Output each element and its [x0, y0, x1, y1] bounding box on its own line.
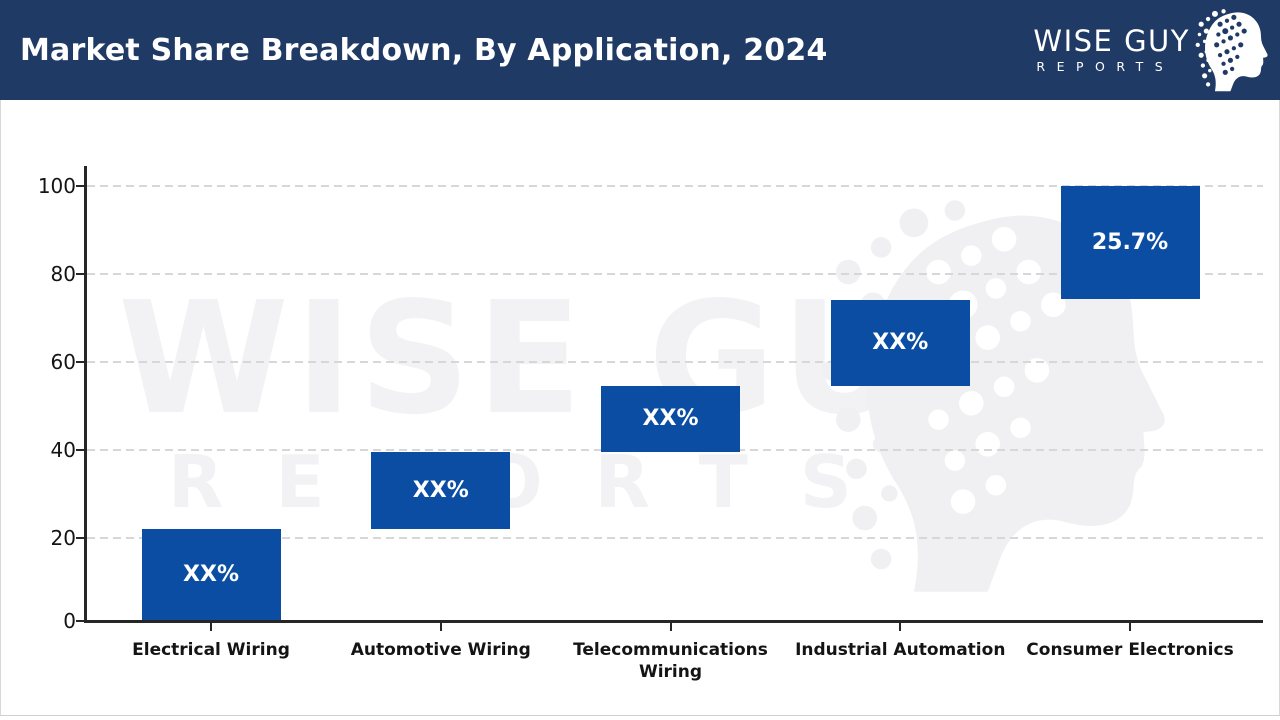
x-axis-category-label: Electrical Wiring	[132, 640, 290, 660]
x-axis-line	[84, 620, 1263, 623]
logo-text: WISE GUY REPORTS	[1033, 23, 1190, 75]
x-axis-tick-mark	[669, 622, 672, 631]
y-axis-tick-label: 20	[50, 525, 76, 550]
x-axis-category-label: Telecommunications Wiring	[573, 640, 768, 683]
logo-subtitle: REPORTS	[1036, 59, 1175, 75]
x-axis-category-label: Consumer Electronics	[1026, 640, 1234, 660]
bar: XX%	[601, 385, 740, 452]
bar-value-label: XX%	[642, 406, 699, 432]
x-axis-tick-mark	[1129, 622, 1131, 631]
y-gridline	[87, 184, 1263, 187]
dotted-head-profile-icon	[1195, 9, 1268, 92]
x-axis-category-label: Automotive Wiring	[350, 640, 531, 660]
x-axis-tick-mark	[439, 622, 442, 631]
x-axis-category-label: Industrial Automation	[795, 640, 1006, 660]
y-axis-tick-mark	[76, 272, 84, 275]
y-axis-tick-label: 80	[50, 261, 76, 286]
y-axis-line	[84, 166, 87, 623]
x-axis-tick-mark	[210, 622, 212, 631]
bar-value-label: 25.7%	[1091, 229, 1169, 255]
bar: XX%	[141, 528, 281, 621]
bar: 25.7%	[1060, 185, 1200, 299]
y-axis-tick-label: 100	[37, 173, 76, 198]
y-axis-tick-mark	[76, 620, 84, 622]
y-axis-tick-mark	[76, 184, 84, 187]
bar: XX%	[830, 299, 970, 386]
y-axis-tick-mark	[76, 536, 84, 539]
y-axis-tick-mark	[76, 360, 84, 363]
logo-wordmark: WISE GUY	[1033, 23, 1190, 58]
y-gridline	[87, 360, 1263, 363]
bar: XX%	[371, 451, 511, 529]
x-axis-tick-mark	[899, 622, 902, 631]
wise-guy-reports-logo: WISE GUY REPORTS	[1033, 0, 1274, 100]
chart-title: Market Share Breakdown, By Application, …	[20, 32, 828, 68]
bar-value-label: XX%	[412, 477, 469, 503]
y-axis-tick-label: 0	[63, 609, 76, 633]
header-band: Market Share Breakdown, By Application, …	[0, 0, 1280, 100]
y-axis-tick-mark	[76, 448, 84, 451]
y-gridline	[87, 536, 1263, 539]
bar-value-label: XX%	[183, 562, 239, 588]
bar-value-label: XX%	[872, 330, 929, 356]
y-gridline	[87, 272, 1263, 275]
y-axis-tick-label: 60	[50, 349, 76, 374]
y-axis-tick-label: 40	[50, 437, 76, 462]
